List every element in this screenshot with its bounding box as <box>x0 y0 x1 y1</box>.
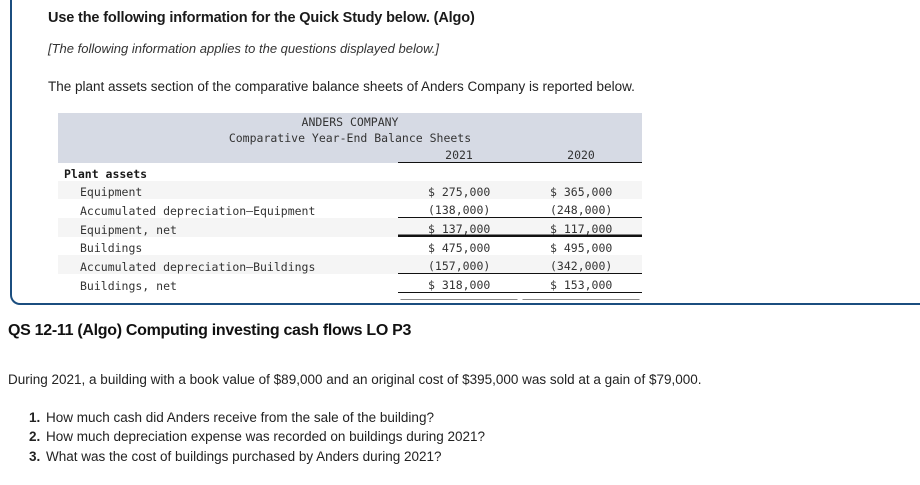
row-value-equipment-2021: $ 275,000 <box>398 181 520 200</box>
row-label-buildings-net: Buildings, net <box>80 278 177 293</box>
total-rule-2020 <box>520 292 642 301</box>
table-company-row: ANDERS COMPANY <box>58 113 642 130</box>
card-content: Use the following information for the Qu… <box>48 10 908 301</box>
money-text: $ 475,000 <box>428 241 491 256</box>
money-text: (138,000) <box>428 203 491 218</box>
column-header-2020: 2020 <box>520 145 642 164</box>
table-row: Accumulated depreciation—Equipment (138,… <box>58 199 642 219</box>
year-header-spacer <box>58 145 398 163</box>
comparative-balance-sheet-table: ANDERS COMPANY Comparative Year-End Bala… <box>58 113 642 301</box>
total-rule-spacer <box>58 293 398 301</box>
applies-to-note: [The following information applies to th… <box>48 41 439 57</box>
table-year-header-row: 2021 2020 <box>58 145 642 164</box>
balance-sheet-table-wrapper: ANDERS COMPANY Comparative Year-End Bala… <box>58 113 642 301</box>
money-text: (248,000) <box>550 203 613 218</box>
section-label-2021 <box>398 163 520 182</box>
row-value-accum-dep-buildings-2021: (157,000) <box>398 255 520 275</box>
money-text: (342,000) <box>550 259 613 274</box>
table-row-section-label: Plant assets <box>58 163 642 182</box>
total-rule-2021 <box>398 292 520 301</box>
money-text: $ 495,000 <box>550 241 613 256</box>
table-row: Buildings, net $ 318,000 $ 153,000 <box>58 274 642 293</box>
row-value-buildings-2021: $ 475,000 <box>398 237 520 256</box>
row-value-buildings-2020: $ 495,000 <box>520 237 642 256</box>
row-label-accum-dep-buildings: Accumulated depreciation—Buildings <box>58 255 398 274</box>
money-text: (157,000) <box>428 259 491 274</box>
money-text: $ 153,000 <box>550 278 613 293</box>
money-text: $ 137,000 <box>428 222 491 237</box>
company-name: ANDERS COMPANY <box>58 113 642 130</box>
list-item: How much depreciation expense was record… <box>44 427 920 446</box>
money-text: $ 318,000 <box>428 278 491 293</box>
row-label-equipment: Equipment <box>58 181 398 200</box>
row-value-accum-dep-buildings-2020: (342,000) <box>520 255 642 275</box>
row-value-buildings-net-2020: $ 153,000 <box>520 274 642 293</box>
question-section: QS 12-11 (Algo) Computing investing cash… <box>0 322 920 466</box>
list-item: How much cash did Anders receive from th… <box>44 408 920 427</box>
row-value-equipment-2020: $ 365,000 <box>520 181 642 200</box>
column-header-2021: 2021 <box>398 145 520 164</box>
row-label-buildings: Buildings <box>80 241 143 256</box>
row-value-equipment-net-2020: $ 117,000 <box>520 217 642 238</box>
row-value-accum-dep-equipment-2020: (248,000) <box>520 199 642 219</box>
section-label: Plant assets <box>64 167 148 182</box>
section-label-2020 <box>520 163 642 182</box>
money-text: $ 365,000 <box>550 185 613 200</box>
table-row: Equipment, net $ 137,000 $ 117,000 <box>58 217 642 238</box>
money-text: $ 117,000 <box>550 222 613 237</box>
row-value-buildings-net-2021: $ 318,000 <box>398 274 520 293</box>
row-label-equipment-net: Equipment, net <box>58 217 398 237</box>
quick-study-heading: Use the following information for the Qu… <box>48 10 475 26</box>
table-row: Accumulated depreciation—Buildings (157,… <box>58 255 642 275</box>
list-item: What was the cost of buildings purchased… <box>44 447 920 466</box>
information-card: Use the following information for the Qu… <box>10 0 920 305</box>
question-title: QS 12-11 (Algo) Computing investing cash… <box>8 322 412 339</box>
lead-paragraph: The plant assets section of the comparat… <box>48 78 635 94</box>
row-label-accum-dep-equipment: Accumulated depreciation—Equipment <box>80 203 316 218</box>
row-value-equipment-net-2021: $ 137,000 <box>398 217 520 238</box>
question-list: How much cash did Anders receive from th… <box>0 408 920 465</box>
table-row: Buildings $ 475,000 $ 495,000 <box>58 237 642 256</box>
statement-title: Comparative Year-End Balance Sheets <box>58 129 642 146</box>
table-title-row: Comparative Year-End Balance Sheets <box>58 129 642 146</box>
money-text: $ 275,000 <box>428 185 491 200</box>
table-row: Equipment $ 275,000 $ 365,000 <box>58 181 642 200</box>
table-total-rule-row <box>58 292 642 301</box>
row-value-accum-dep-equipment-2021: (138,000) <box>398 199 520 219</box>
question-body: During 2021, a building with a book valu… <box>8 372 702 387</box>
